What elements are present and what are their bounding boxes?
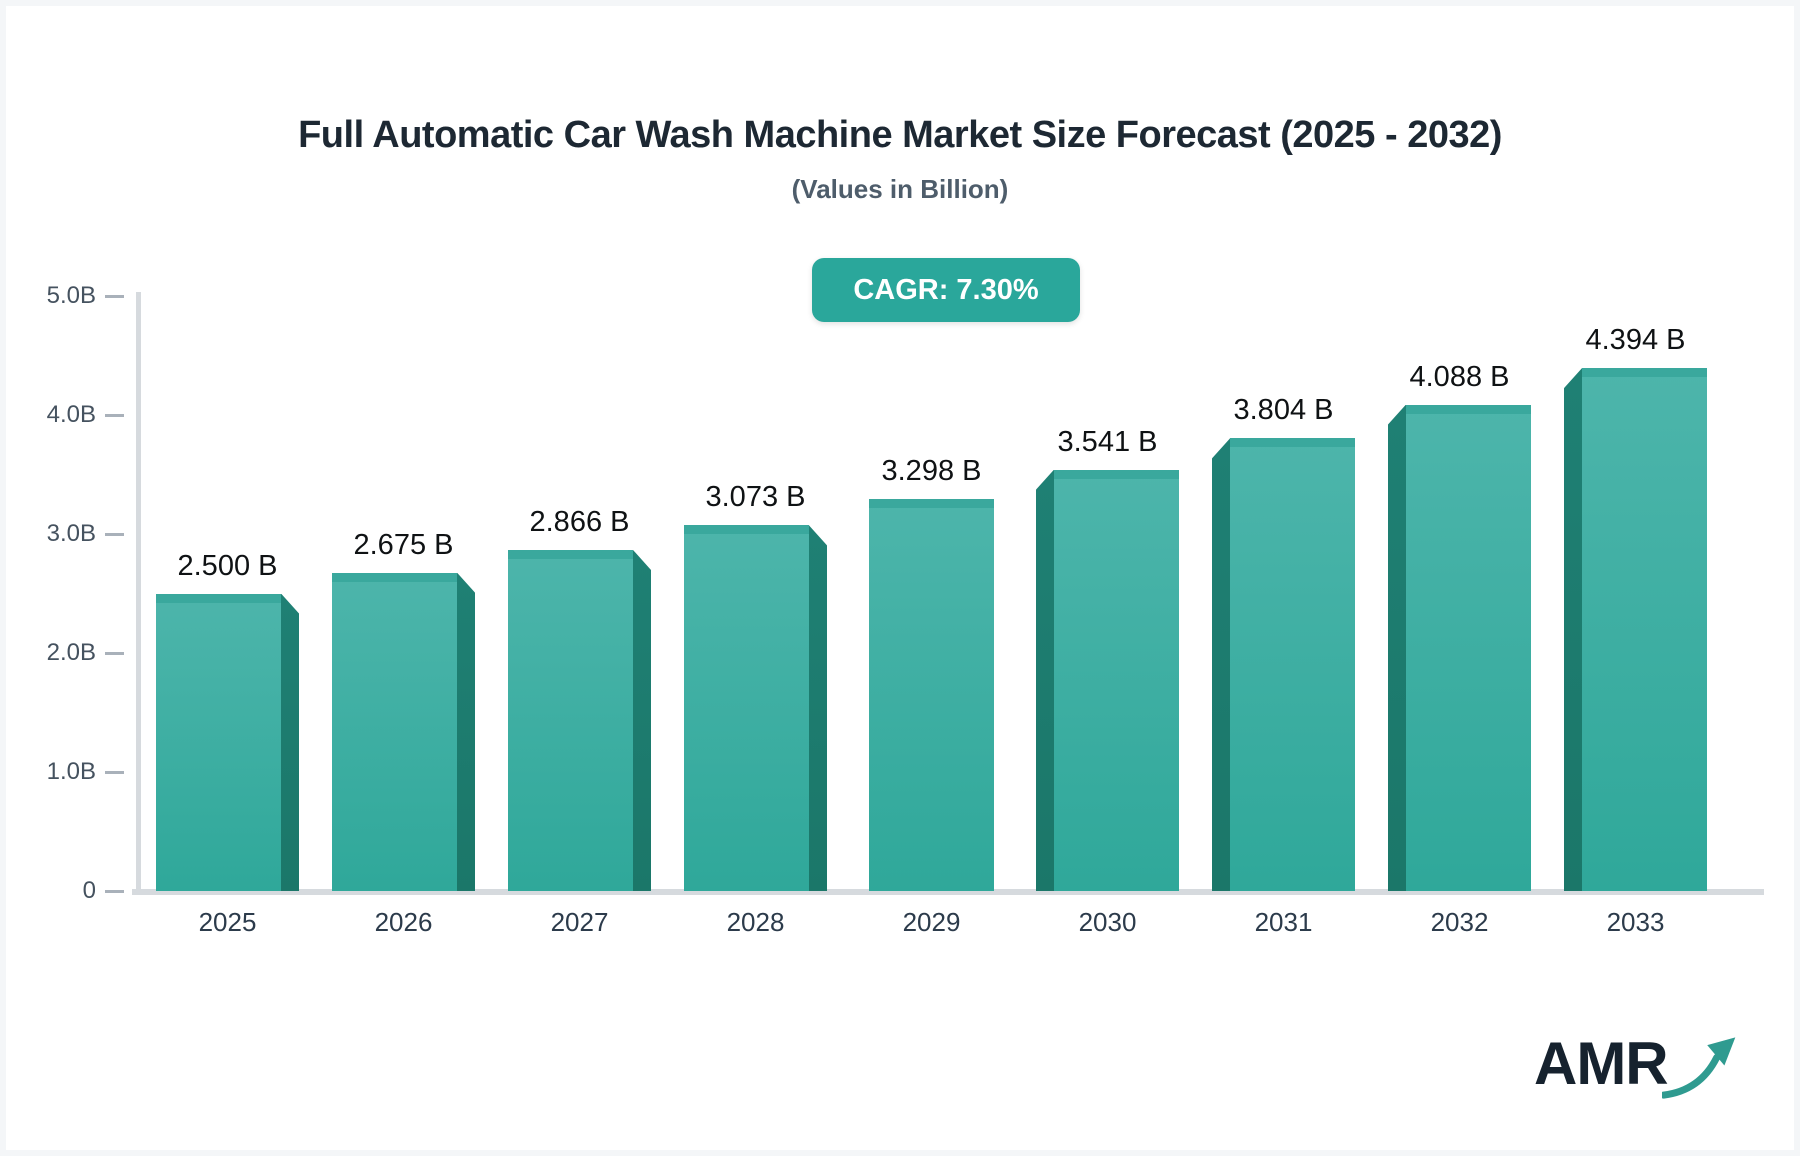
bar-face — [869, 498, 994, 891]
bar-face — [1406, 404, 1531, 891]
y-tick-dash — [105, 651, 124, 655]
x-tick-label-2025: 2025 — [198, 907, 257, 937]
amr-logo: AMR — [1534, 1032, 1744, 1112]
bar-side-face — [1212, 438, 1230, 891]
x-tick-label-2032: 2032 — [1430, 907, 1489, 937]
bar-top-cap — [1054, 469, 1179, 479]
y-tick-dash — [105, 889, 124, 893]
y-tick-dash — [105, 770, 124, 774]
value-label-2029: 3.298 B — [881, 454, 982, 487]
chart-card: Full Automatic Car Wash Machine Market S… — [6, 6, 1794, 1150]
y-tick-label: 1.0B — [46, 758, 96, 785]
bar-2030 — [1036, 469, 1179, 891]
bar-2027 — [508, 549, 651, 891]
x-tick-label-2027: 2027 — [550, 907, 609, 937]
y-tick-label: 0 — [82, 877, 96, 904]
y-tick-label: 5.0B — [46, 282, 96, 309]
bar-2025 — [156, 593, 299, 891]
bar-face — [1054, 469, 1179, 891]
bar-face — [156, 593, 281, 891]
bar-side-face — [457, 572, 475, 891]
bar-2029 — [869, 498, 994, 891]
bar-chart: 0 1.0B 2.0B 3.0B 4.0B 5.0B 2.500 B 2.675 B 2.86… — [6, 6, 1794, 1150]
y-tick-dash — [105, 413, 124, 417]
y-tick-dash — [105, 532, 124, 536]
bar-top-cap — [869, 498, 994, 508]
bar-top-cap — [1230, 438, 1355, 448]
chart-title: Full Automatic Car Wash Machine Market S… — [298, 114, 1502, 156]
bar-top-cap — [332, 572, 457, 582]
bar-side-face — [809, 525, 827, 891]
x-tick-label-2031: 2031 — [1254, 907, 1313, 937]
x-tick-label-2028: 2028 — [726, 907, 785, 937]
bar-2031 — [1212, 438, 1355, 891]
bar-side-face — [1036, 469, 1054, 891]
bar-face — [1582, 368, 1707, 891]
value-label-2030: 3.541 B — [1057, 425, 1158, 458]
bar-top-cap — [508, 549, 633, 559]
y-tick-dash — [105, 294, 124, 298]
cagr-badge-label: CAGR: 7.30% — [853, 273, 1039, 306]
bar-face — [1230, 438, 1355, 891]
bar-top-cap — [1582, 368, 1707, 378]
value-label-2032: 4.088 B — [1409, 360, 1510, 393]
bar-side-face — [1388, 404, 1406, 891]
bar-2026 — [332, 572, 475, 891]
bar-side-face — [1564, 368, 1582, 891]
value-label-2028: 3.073 B — [705, 481, 806, 514]
x-tick-label-2030: 2030 — [1078, 907, 1137, 937]
amr-logo-text: AMR — [1534, 1030, 1669, 1097]
value-label-2025: 2.500 B — [177, 549, 278, 582]
bar-top-cap — [1406, 404, 1531, 414]
x-tick-label-2029: 2029 — [902, 907, 961, 937]
bar-top-cap — [684, 525, 809, 535]
y-tick-label: 3.0B — [46, 520, 96, 547]
bar-2028 — [684, 525, 827, 891]
amr-logo-arrow-icon — [1661, 1037, 1735, 1099]
value-label-2027: 2.866 B — [529, 505, 630, 538]
y-tick-label: 2.0B — [46, 639, 96, 666]
bar-face — [684, 525, 809, 891]
value-label-2026: 2.675 B — [353, 528, 454, 561]
value-label-2031: 3.804 B — [1233, 394, 1334, 427]
bar-2032 — [1388, 404, 1531, 891]
bar-face — [508, 549, 633, 891]
bar-face — [332, 572, 457, 891]
cagr-badge: CAGR: 7.30% — [812, 258, 1080, 322]
x-tick-label-2033: 2033 — [1606, 907, 1665, 937]
x-axis-line — [132, 889, 1764, 895]
bar-top-cap — [156, 593, 281, 603]
y-tick-label: 4.0B — [46, 401, 96, 428]
bar-2033 — [1564, 368, 1707, 891]
y-axis-line — [136, 292, 141, 894]
bar-side-face — [281, 593, 299, 891]
bar-side-face — [633, 549, 651, 891]
x-tick-label-2026: 2026 — [374, 907, 433, 937]
chart-subtitle: (Values in Billion) — [791, 174, 1009, 204]
value-label-2033: 4.394 B — [1585, 324, 1686, 357]
